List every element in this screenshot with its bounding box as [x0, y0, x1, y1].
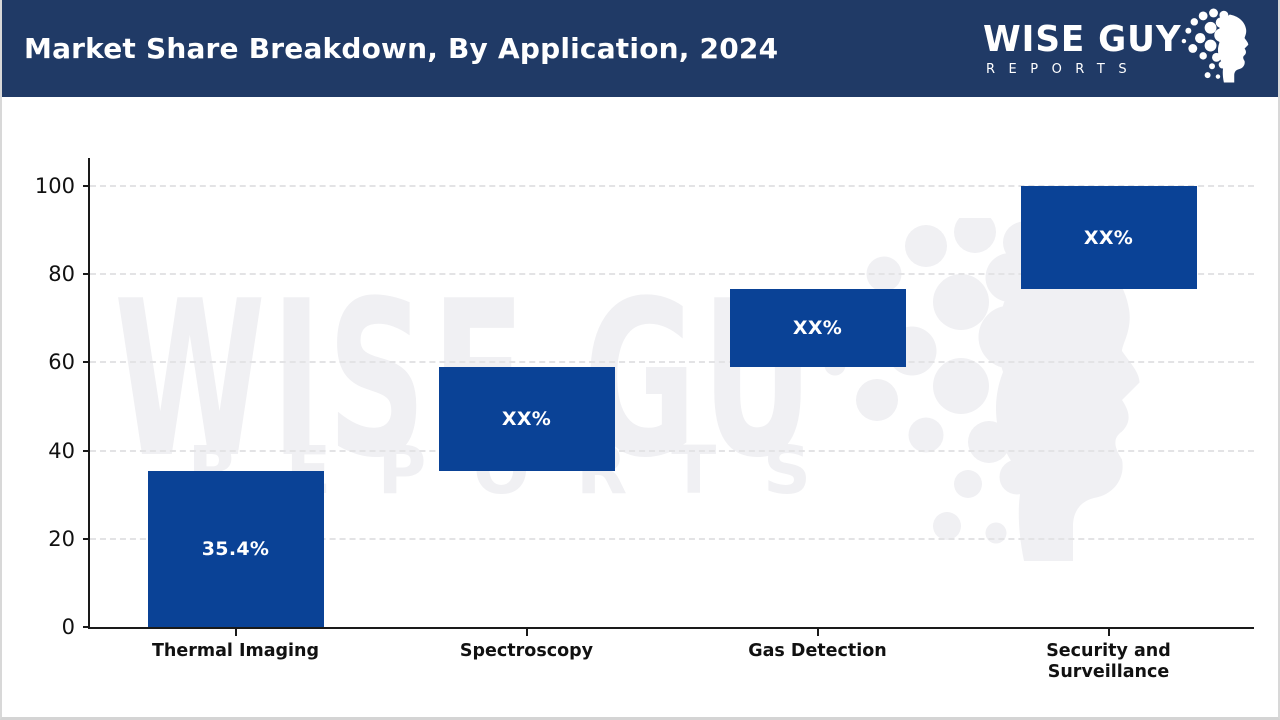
wiseguy-dotted-face-icon — [1181, 8, 1249, 83]
bar-value-label: XX% — [792, 316, 843, 339]
x-axis-tick — [816, 629, 819, 636]
y-axis-tick-60 — [83, 361, 90, 364]
bar-segment: XX% — [729, 289, 906, 367]
y-axis-tick-100 — [83, 185, 90, 187]
y-axis-tick-40 — [83, 449, 90, 452]
bar-segment: XX% — [438, 366, 615, 471]
x-axis-category-label: Thermal Imaging — [151, 641, 320, 661]
header-bar: Market Share Breakdown, By Application, … — [2, 0, 1278, 97]
y-axis-tick-80 — [83, 273, 90, 276]
wiseguy-logo-text: WISE GUY REPORTS — [982, 18, 1192, 77]
x-axis-tick — [1107, 629, 1110, 636]
y-axis-label-100: 100 — [34, 174, 75, 198]
x-axis-line — [88, 627, 1254, 629]
wiseguy-wordmark: WISE GUY — [982, 18, 1182, 60]
y-axis-label-60: 60 — [48, 350, 75, 375]
bar-value-label: XX% — [501, 407, 552, 430]
y-axis-line — [88, 158, 90, 629]
y-axis-label-20: 20 — [48, 526, 75, 551]
y-axis-label-0: 0 — [61, 615, 75, 639]
wiseguy-reports-text: REPORTS — [985, 61, 1141, 77]
y-axis-label-80: 80 — [48, 262, 75, 287]
gridline-60 — [90, 361, 1254, 364]
x-axis-category-label: Spectroscopy — [459, 641, 594, 661]
x-axis-tick — [525, 629, 528, 636]
y-axis-label-40: 40 — [48, 438, 75, 463]
gridline-20 — [90, 537, 1254, 540]
gridline-100 — [90, 185, 1254, 187]
bar-value-label: XX% — [1083, 226, 1134, 249]
gridline-40 — [90, 449, 1254, 452]
x-axis-category-label: Gas Detection — [748, 641, 887, 661]
wiseguy-logo: WISE GUY REPORTS — [982, 8, 1252, 86]
y-axis-tick-0 — [83, 626, 90, 628]
bar-value-label: 35.4% — [201, 537, 270, 560]
bar-segment: 35.4% — [147, 470, 324, 627]
x-axis-category-label: Security and Surveillance — [1046, 641, 1171, 682]
page-title: Market Share Breakdown, By Application, … — [24, 32, 779, 65]
bar-segment: XX% — [1020, 186, 1197, 290]
x-axis-tick — [234, 629, 237, 636]
gridline-80 — [90, 273, 1254, 276]
y-axis-tick-20 — [83, 537, 90, 540]
